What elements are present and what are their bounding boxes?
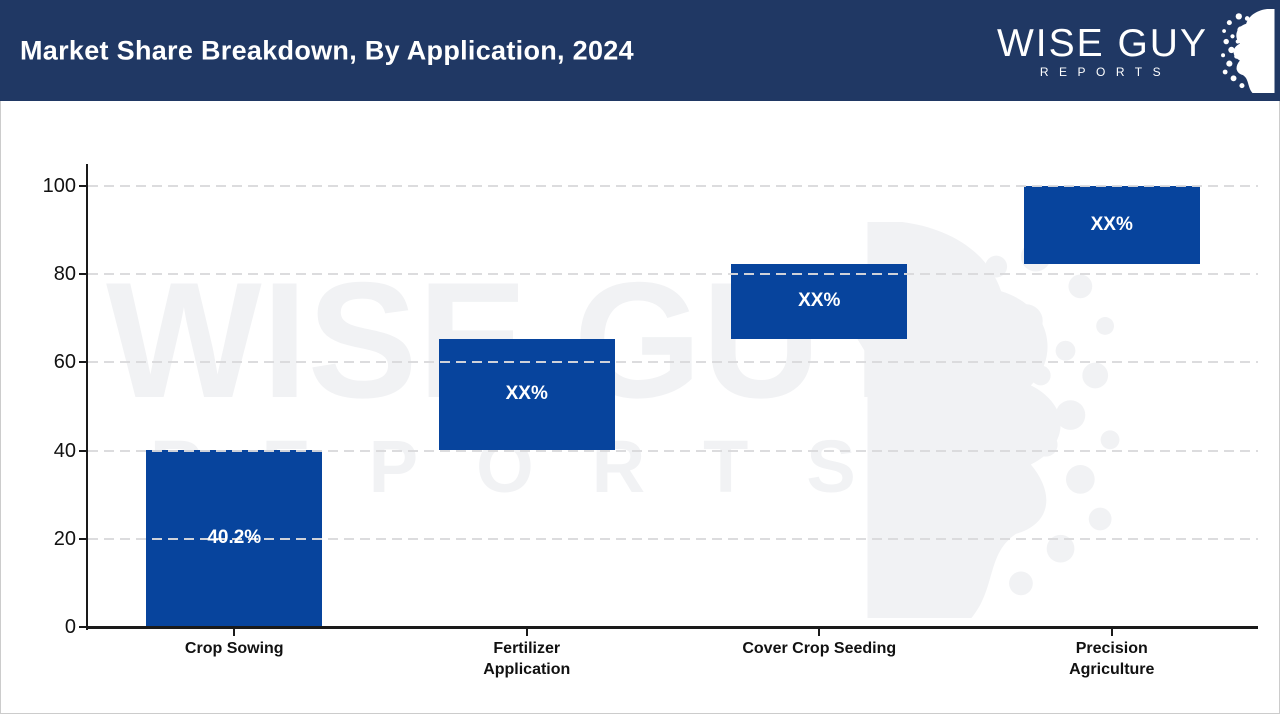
y-tick-label: 20 bbox=[53, 527, 76, 550]
x-category-label: Precision Agriculture bbox=[1069, 640, 1155, 678]
gridline bbox=[88, 449, 1258, 452]
logo-text: WISE GUY REPORTS bbox=[997, 24, 1208, 78]
y-tick-label: 80 bbox=[53, 263, 76, 286]
gridline bbox=[88, 185, 1258, 187]
x-tick bbox=[233, 629, 236, 636]
y-tick bbox=[79, 449, 86, 452]
logo-head-icon bbox=[1221, 8, 1275, 93]
gridline bbox=[88, 361, 1258, 364]
bar bbox=[438, 338, 615, 450]
wiseguy-logo: WISE GUY REPORTS bbox=[997, 0, 1276, 101]
x-category-label: Crop Sowing bbox=[184, 640, 284, 657]
logo-wordmark: WISE GUY bbox=[996, 21, 1208, 65]
watermark-head-icon bbox=[867, 222, 1120, 618]
x-tick bbox=[1110, 629, 1113, 636]
page-title: Market Share Breakdown, By Application, … bbox=[20, 35, 634, 65]
bar-value-label: XX% bbox=[505, 383, 548, 405]
bar-value-label: XX% bbox=[1090, 214, 1133, 236]
x-axis-line bbox=[86, 626, 1258, 629]
y-tick-label: 100 bbox=[42, 175, 76, 197]
bar bbox=[731, 264, 908, 339]
gridline bbox=[88, 537, 1258, 540]
bar bbox=[1023, 186, 1200, 265]
bar-value-label: XX% bbox=[798, 290, 841, 312]
y-tick bbox=[79, 537, 86, 540]
x-category-label: Fertilizer Application bbox=[483, 640, 571, 678]
x-category-label: Cover Crop Seeding bbox=[742, 640, 897, 657]
x-tick bbox=[818, 629, 821, 636]
y-tick bbox=[79, 361, 86, 364]
y-tick-label: 60 bbox=[53, 351, 76, 374]
y-tick-label: 0 bbox=[64, 616, 76, 638]
x-tick bbox=[525, 629, 528, 636]
y-tick bbox=[79, 185, 86, 187]
header-band: Market Share Breakdown, By Application, … bbox=[0, 0, 1280, 101]
y-tick bbox=[79, 273, 86, 276]
y-axis-line bbox=[86, 164, 88, 630]
gridline bbox=[88, 273, 1258, 276]
logo-subtext: REPORTS bbox=[1039, 64, 1172, 79]
y-tick-label: 40 bbox=[53, 439, 76, 462]
y-tick bbox=[79, 626, 86, 628]
bar-value-label: 40.2% bbox=[207, 527, 262, 549]
